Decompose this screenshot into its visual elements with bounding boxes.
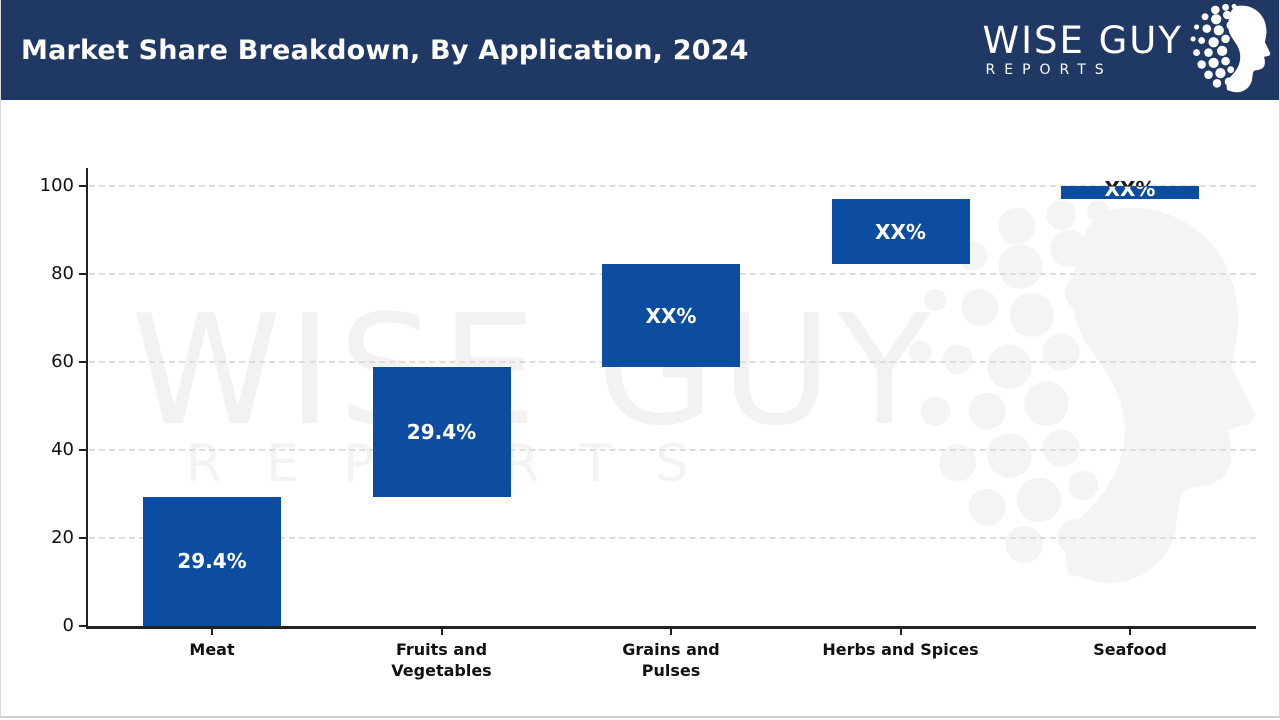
bar-value-label: XX% (875, 219, 926, 244)
gridline (89, 185, 1256, 187)
gridline (89, 537, 1256, 539)
gridline (89, 449, 1256, 451)
bar-segment (143, 496, 281, 626)
y-axis-tick (79, 185, 86, 187)
brand-logo: WISE GUY REPORTS (983, 3, 1273, 97)
bar-value-label: 29.4% (177, 549, 247, 574)
x-axis-category-label: Fruits and Vegetables (391, 640, 492, 680)
header: Market Share Breakdown, By Application, … (1, 0, 1279, 100)
bar-value-label-upper: XX% (1104, 177, 1156, 201)
x-axis-tick (899, 629, 902, 635)
x-axis-tick (670, 629, 672, 635)
bar-value-label: XX% (645, 303, 697, 328)
y-axis-tick (79, 537, 86, 539)
page-title: Market Share Breakdown, By Application, … (21, 34, 749, 66)
y-axis-tick-label: 80 (51, 263, 74, 284)
bar-segment (372, 367, 511, 497)
x-axis-tick (440, 629, 443, 635)
x-axis-category-label: Seafood (1093, 640, 1167, 659)
x-axis-tick (1129, 629, 1131, 635)
logo-wordmark: WISE GUY (982, 19, 1183, 62)
x-axis-line (86, 626, 1256, 629)
bar-value-label-lower: XX% (1104, 177, 1156, 201)
y-axis-tick-label: 0 (62, 615, 74, 636)
y-axis-tick-label: 20 (51, 527, 74, 548)
head-profile-icon (1185, 3, 1273, 97)
y-axis-tick-label: 40 (51, 439, 74, 460)
logo-text: WISE GUY REPORTS (983, 22, 1183, 78)
y-axis-tick (79, 361, 86, 363)
x-axis-category-label: Herbs and Spices (822, 640, 979, 659)
bar-value-label: 29.4% (406, 419, 477, 444)
bar-segment (602, 263, 740, 368)
y-axis-tick (79, 449, 86, 451)
y-axis-line (86, 168, 88, 629)
x-axis-tick (211, 629, 213, 635)
logo-subtext: REPORTS (985, 62, 1113, 78)
x-axis-category-label: Meat (189, 640, 235, 659)
y-axis-tick (79, 273, 86, 275)
y-axis-tick-label: 60 (51, 351, 74, 372)
bar-value-label: XX% XX% (1061, 179, 1199, 199)
y-axis-tick-label: 100 (39, 175, 74, 196)
y-axis-tick (79, 625, 86, 627)
bar-segment (1061, 186, 1199, 200)
x-axis-category-label: Grains and Pulses (622, 640, 720, 680)
